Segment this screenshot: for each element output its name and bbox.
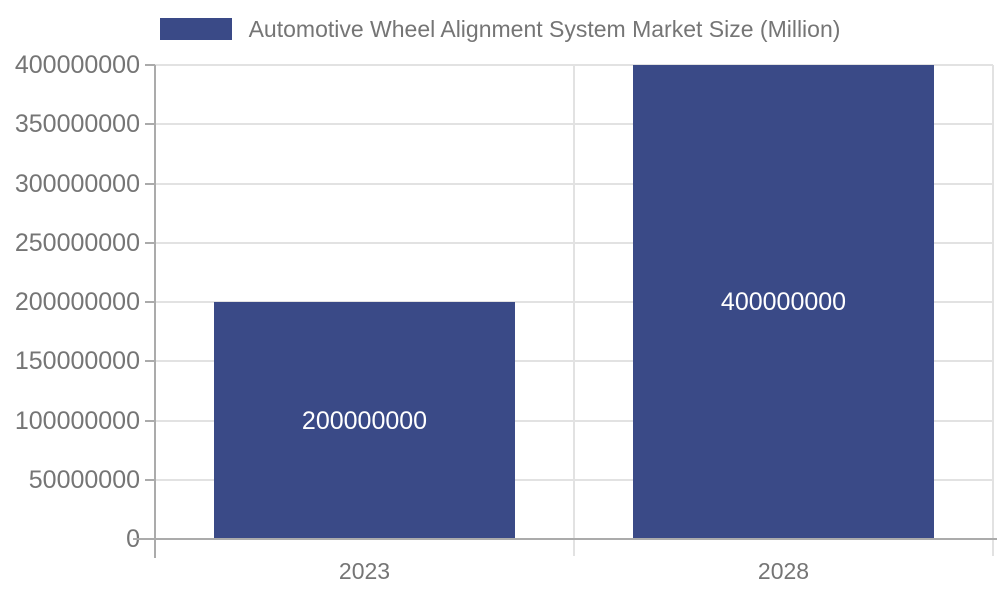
legend-swatch	[159, 18, 232, 40]
y-axis-tick	[145, 478, 155, 481]
y-axis-tick-label: 250000000	[14, 228, 140, 257]
x-axis-line	[133, 538, 997, 540]
y-axis-tick-label: 200000000	[14, 288, 140, 316]
y-axis-tick-label: 400000000	[14, 51, 140, 79]
y-axis-line	[154, 65, 156, 558]
y-axis-tick	[145, 123, 155, 126]
bar[interactable]	[214, 302, 515, 539]
y-axis-tick	[145, 64, 155, 66]
bar[interactable]	[633, 65, 934, 539]
y-axis-tick-label: 50000000	[28, 465, 140, 494]
x-axis-category-label: 2023	[338, 558, 391, 584]
y-axis-tick	[145, 419, 155, 422]
y-axis-tick-label: 350000000	[14, 110, 140, 139]
y-axis-tick	[145, 360, 155, 363]
bar-value-label: 200000000	[301, 406, 428, 435]
y-axis-tick	[145, 301, 155, 303]
legend-label: Automotive Wheel Alignment System Market…	[248, 15, 841, 42]
bar-value-label: 400000000	[720, 288, 847, 316]
x-gridline	[992, 65, 994, 556]
y-axis-tick-label: 300000000	[14, 169, 140, 198]
x-axis-category-label: 2028	[757, 558, 810, 584]
legend-item[interactable]: Automotive Wheel Alignment System Market…	[0, 14, 1000, 44]
y-axis-tick-label: 0	[0, 524, 140, 554]
y-axis-tick	[145, 182, 155, 185]
y-axis-tick-label: 100000000	[14, 406, 140, 435]
y-axis-tick	[145, 241, 155, 244]
x-gridline	[573, 65, 575, 556]
y-axis-tick-label: 150000000	[14, 347, 140, 376]
